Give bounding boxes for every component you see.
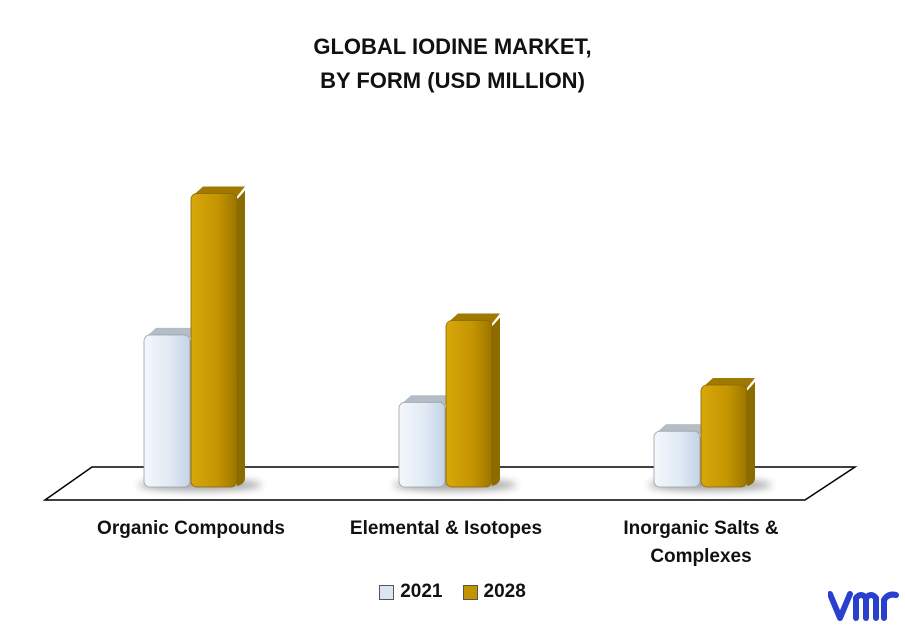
category-label-inorganic-salts-complexes: Inorganic Salts & Complexes [571, 515, 831, 571]
bar-front [398, 401, 446, 488]
bars [143, 186, 755, 488]
category-label-line: Complexes [650, 546, 752, 567]
bar-side [237, 190, 245, 486]
legend-label-2028: 2028 [483, 581, 526, 602]
legend-label-2021: 2021 [400, 581, 443, 602]
bar-elemental-isotopes-2021 [398, 395, 453, 488]
category-label-line: Elemental & Isotopes [349, 518, 543, 539]
bar-inorganic-salts-complexes-2028 [700, 377, 755, 488]
bar-side [492, 317, 500, 486]
legend-item-2021: 2021 [379, 581, 443, 603]
bar-elemental-isotopes-2028 [445, 313, 500, 488]
chart-title-line-2: BY FORM (USD MILLION) [320, 68, 585, 93]
chart-title-line-1: GLOBAL IODINE MARKET, [313, 34, 592, 59]
bar-front [700, 384, 748, 488]
bar-front [653, 430, 701, 488]
bar-front [445, 320, 493, 488]
bar-organic-compounds-2028 [190, 186, 245, 488]
bar-front [190, 193, 238, 488]
legend-swatch-2021 [379, 584, 395, 600]
category-label-line: Organic Compounds [97, 518, 285, 539]
category-label-elemental-isotopes: Elemental & Isotopes [316, 515, 576, 543]
bar-organic-compounds-2021 [143, 327, 198, 488]
bar-front [143, 334, 191, 488]
chart-title: GLOBAL IODINE MARKET, BY FORM (USD MILLI… [0, 30, 905, 98]
bar-inorganic-salts-complexes-2021 [653, 424, 708, 488]
legend-item-2028: 2028 [462, 581, 526, 603]
vmr-logo [828, 591, 899, 621]
legend-swatch-2028 [462, 584, 478, 600]
legend: 2021 2028 [0, 581, 905, 603]
category-label-organic-compounds: Organic Compounds [61, 515, 321, 543]
bar-side [747, 381, 755, 486]
category-label-line: Inorganic Salts & [623, 518, 779, 539]
